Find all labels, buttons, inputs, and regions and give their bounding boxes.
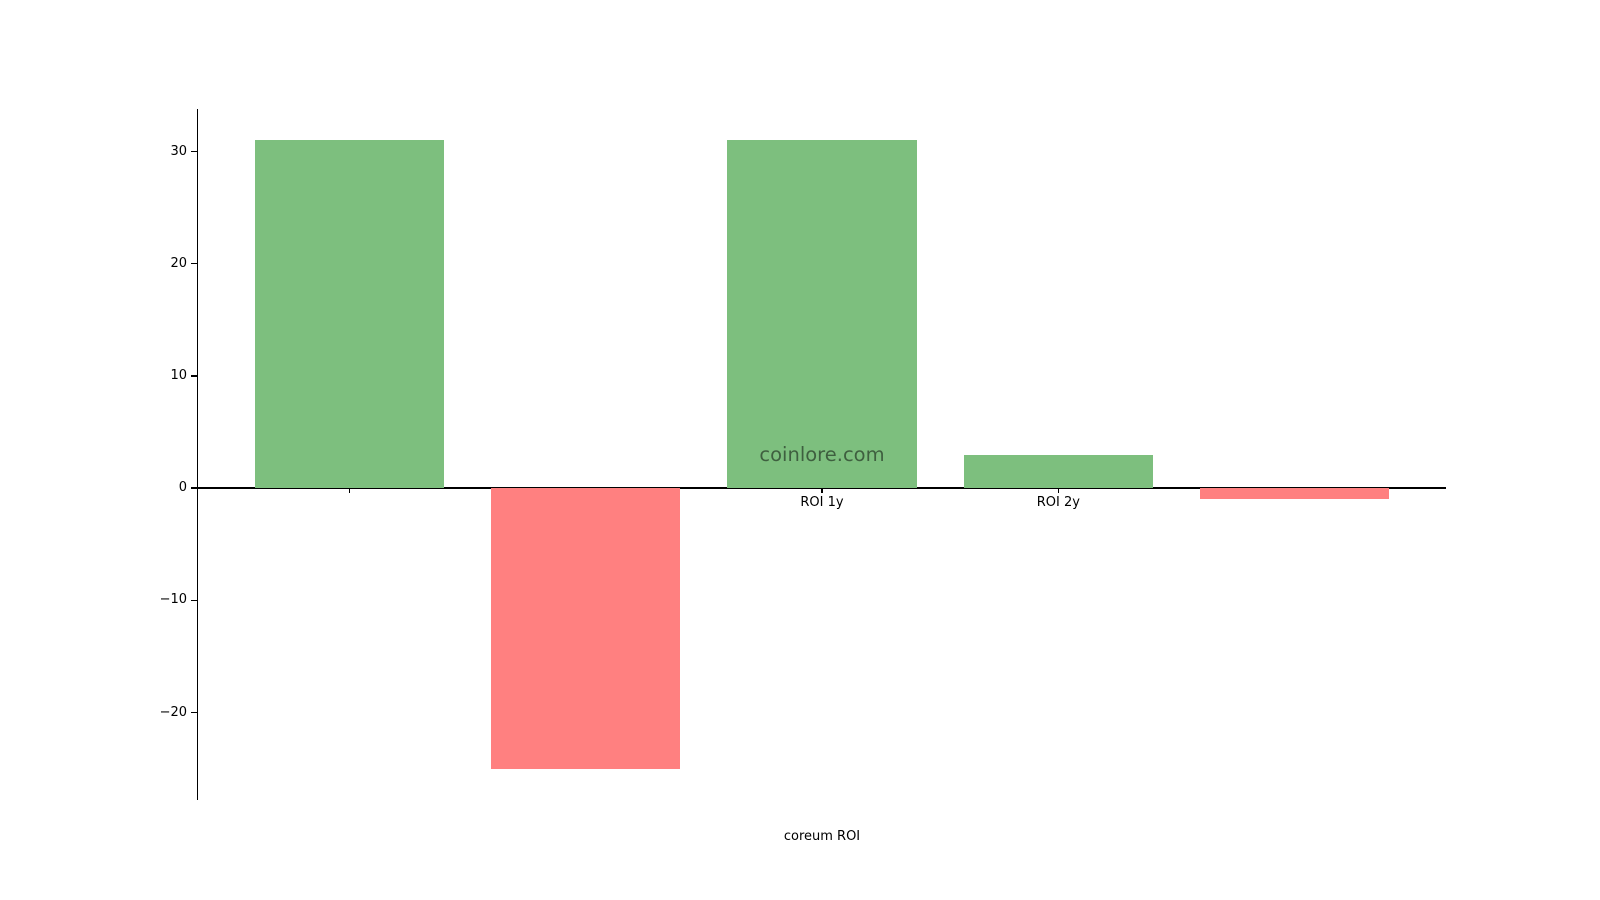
y-tick-label: 20 (170, 255, 187, 271)
y-tick (191, 711, 197, 714)
bar (727, 140, 917, 489)
bar (254, 140, 444, 489)
y-tick (191, 150, 197, 153)
y-tick (191, 263, 197, 265)
y-tick (191, 487, 197, 489)
x-tick (821, 488, 823, 494)
y-tick (191, 599, 197, 602)
y-tick-label: 30 (170, 143, 187, 159)
x-axis-title: coreum ROI (783, 829, 861, 844)
x-tick-label (1225, 494, 1365, 512)
y-tick-label: 10 (170, 367, 187, 383)
x-tick (1057, 488, 1060, 494)
y-tick-label: −20 (159, 704, 187, 720)
x-tick-label (516, 494, 656, 512)
bar (963, 454, 1153, 489)
bar (491, 488, 681, 769)
y-tick (191, 375, 197, 377)
x-tick-label: ROI 2y (1036, 494, 1080, 510)
bar (1200, 488, 1390, 500)
y-tick-label: 0 (178, 480, 187, 496)
x-tick-label (279, 494, 419, 512)
y-axis-spine (196, 109, 198, 800)
y-tick-label: −10 (159, 592, 187, 608)
x-tick-label: ROI 1y (800, 494, 844, 510)
x-tick (348, 488, 350, 494)
